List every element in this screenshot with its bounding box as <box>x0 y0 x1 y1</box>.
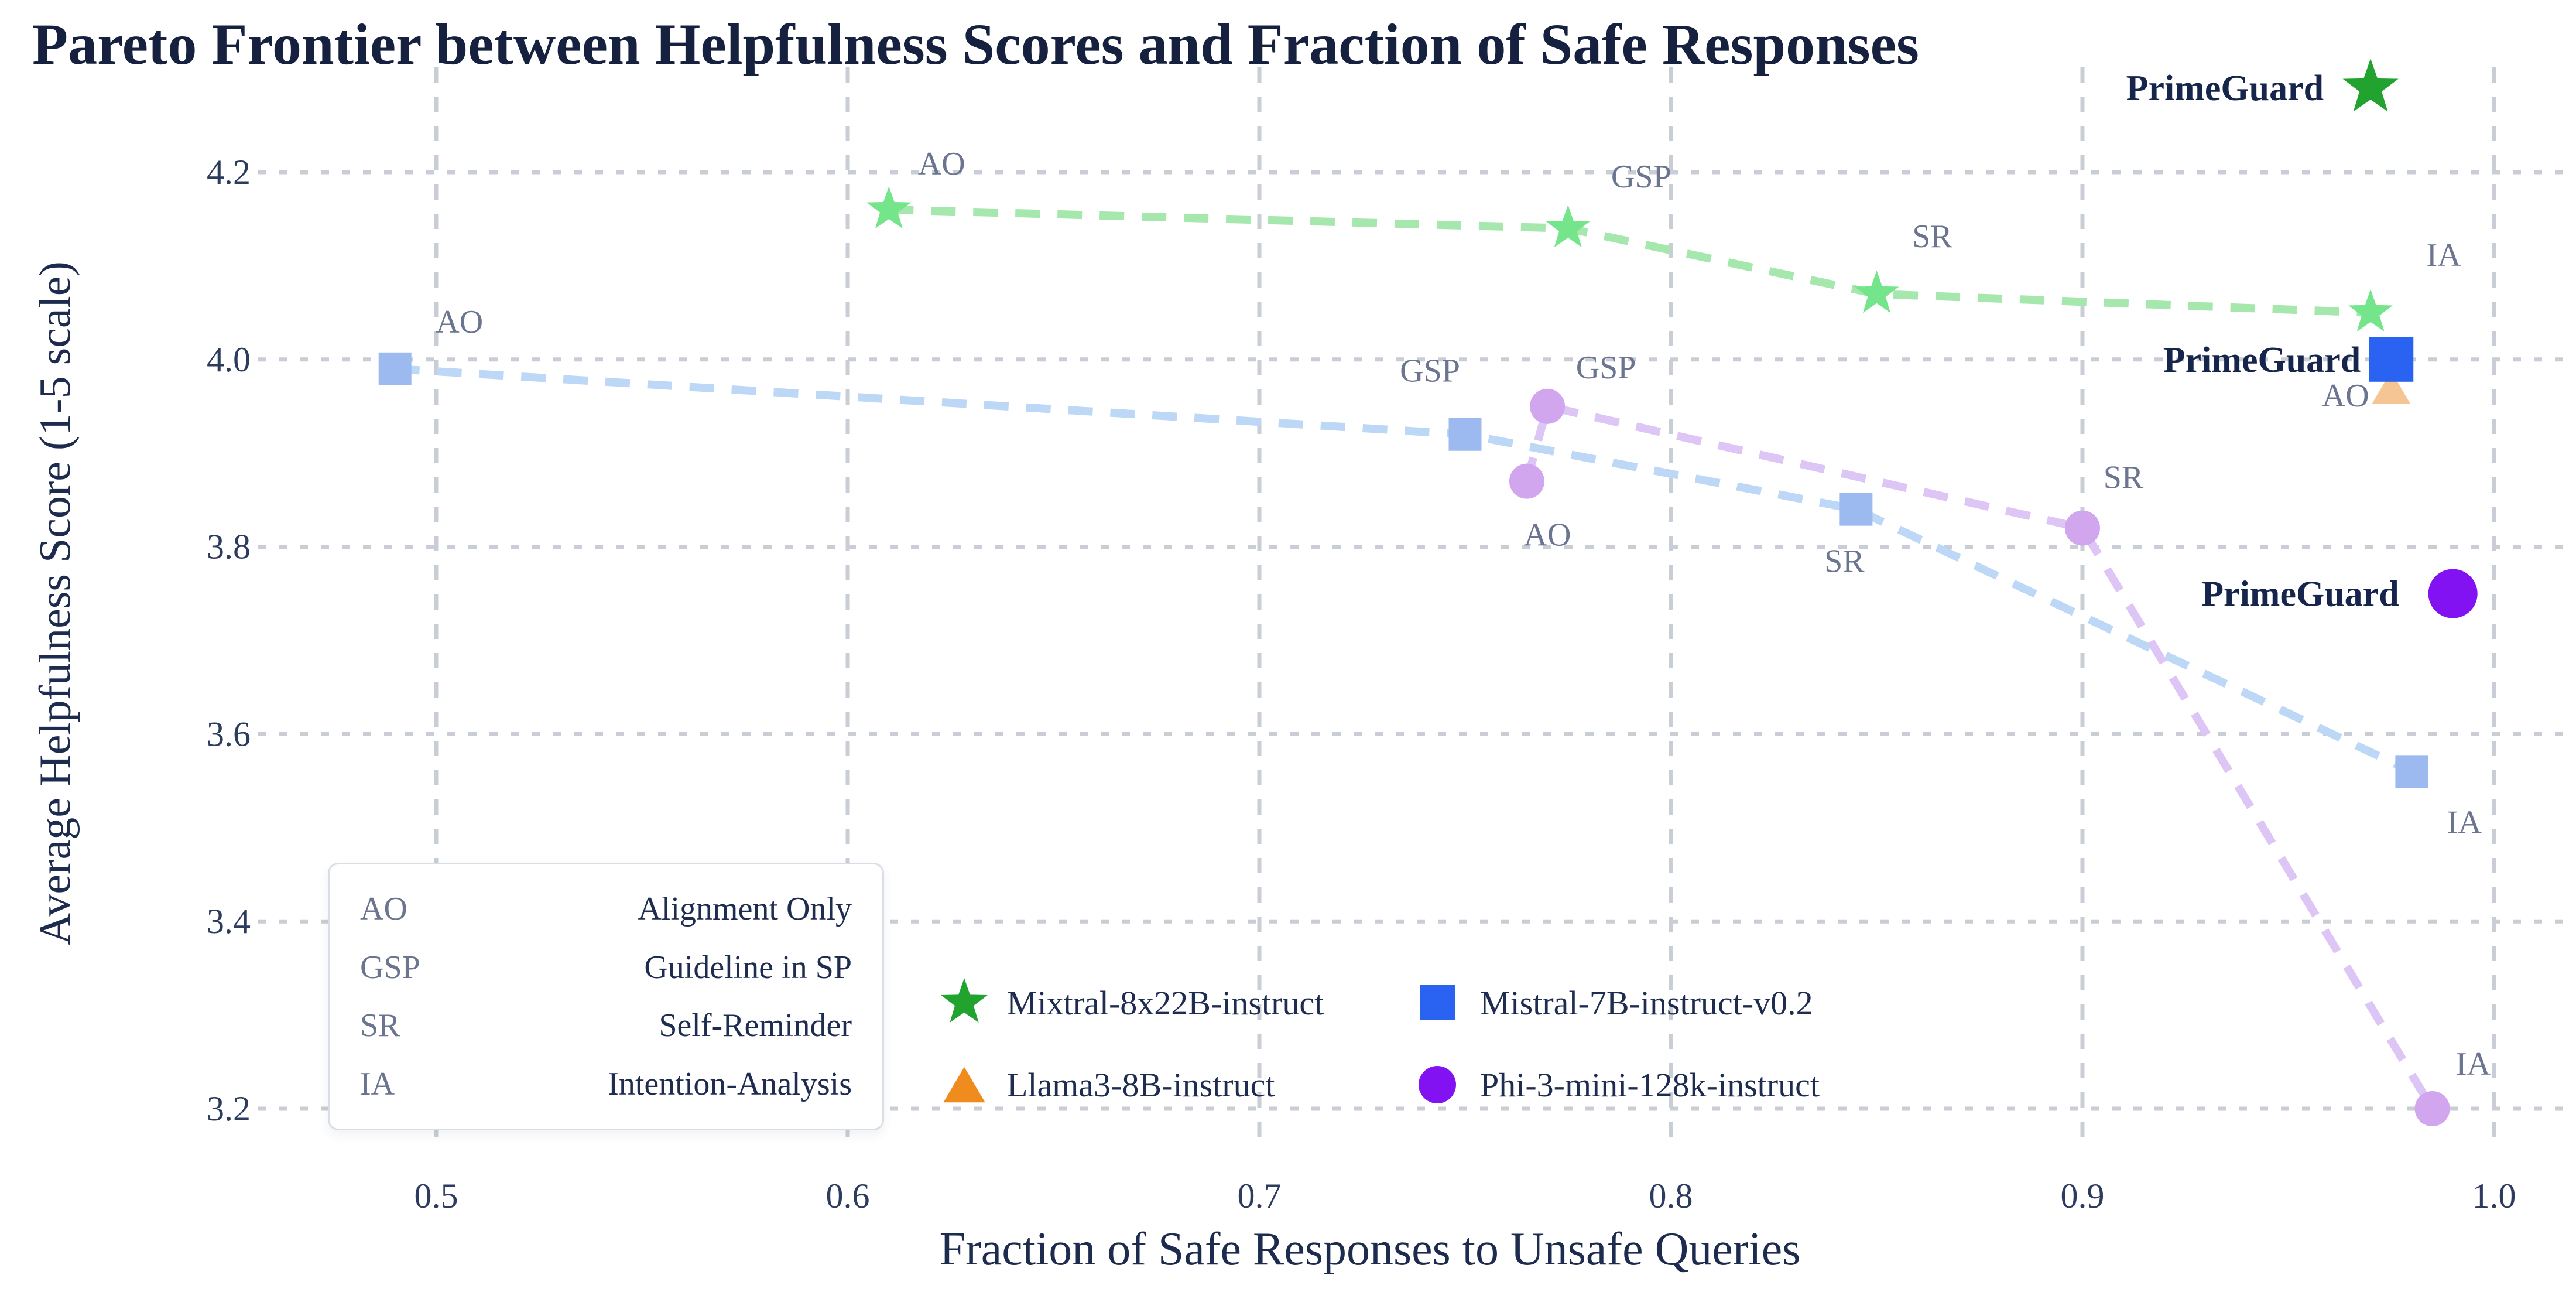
data-point-circle-sr <box>2065 510 2100 546</box>
data-point-square-ia <box>2395 755 2428 788</box>
legend-entry-mixtral: Mixtral-8x22B-instruct <box>932 968 1324 1038</box>
annotation-ao: AO <box>436 304 483 340</box>
primeguard-points: PrimeGuard PrimeGuard PrimeGuard <box>2126 59 2478 618</box>
chart-title: Pareto Frontier between Helpfulness Scor… <box>32 12 1919 77</box>
series-points: AO GSP SR IA AO GSP SR IA AO AO GSP SR IA <box>378 146 2491 1126</box>
mistral-square-icon <box>1420 985 1455 1020</box>
x-tick-label: 0.5 <box>415 1177 458 1215</box>
triangle-glyph <box>943 1067 985 1103</box>
annotation-ia: IA <box>2427 237 2462 274</box>
y-axis-label: Average Helpfulness Score (1-5 scale) <box>30 261 80 945</box>
legend-label-mistral: Mistral-7B-instruct-v0.2 <box>1480 983 1813 1022</box>
abbrev-desc-ia: Intention-Analysis <box>608 1066 852 1103</box>
y-tick-label: 3.2 <box>207 1089 251 1128</box>
series-line-star <box>889 206 2371 317</box>
annotation-ao: AO <box>1524 517 1571 553</box>
annotation-ia: IA <box>2447 804 2482 840</box>
abbreviation-legend: AO Alignment Only GSP Guideline in SP SR… <box>328 863 884 1130</box>
primeguard-label-square: PrimeGuard <box>2163 340 2361 380</box>
data-point-star-sr <box>1854 270 1899 313</box>
abbrev-key-sr: SR <box>360 1007 400 1044</box>
annotation-ia: IA <box>2456 1046 2491 1082</box>
abbrev-row-gsp: GSP Guideline in SP <box>360 949 852 986</box>
y-tick-label: 3.4 <box>207 902 251 941</box>
abbrev-desc-sr: Self-Reminder <box>659 1007 852 1044</box>
x-axis-label: Fraction of Safe Responses to Unsafe Que… <box>939 1223 1801 1275</box>
primeguard-point-square <box>2369 337 2414 382</box>
data-point-square-sr <box>1839 493 1873 526</box>
phi3-circle-icon <box>1419 1066 1456 1103</box>
x-tick-label: 0.7 <box>1238 1177 1282 1215</box>
abbrev-key-gsp: GSP <box>360 949 420 986</box>
annotation-ao: AO <box>2322 378 2369 414</box>
abbrev-desc-ao: Alignment Only <box>638 890 852 927</box>
abbrev-key-ao: AO <box>360 890 407 927</box>
series-lines <box>395 206 2436 1111</box>
data-point-circle-gsp <box>1530 388 1566 424</box>
x-tick-label: 1.0 <box>2472 1177 2516 1215</box>
annotation-sr: SR <box>2104 460 2144 496</box>
y-tick-label: 3.6 <box>207 715 251 753</box>
circle-glyph <box>1419 1066 1456 1103</box>
data-point-star-ao <box>866 186 912 229</box>
data-point-square-ao <box>378 352 412 385</box>
abbrev-desc-gsp: Guideline in SP <box>644 949 852 986</box>
annotation-gsp: GSP <box>1611 159 1671 195</box>
annotation-sr: SR <box>1912 218 1952 255</box>
x-tick-label: 0.6 <box>826 1177 870 1215</box>
annotation-ao: AO <box>918 146 965 182</box>
x-tick-label: 0.8 <box>1649 1177 1693 1215</box>
data-point-star-gsp <box>1546 204 1591 248</box>
y-tick-label: 4.2 <box>207 153 251 192</box>
square-glyph <box>1420 985 1455 1020</box>
legend-label-llama3: Llama3-8B-instruct <box>1007 1065 1275 1104</box>
annotation-sr: SR <box>1824 544 1865 580</box>
data-point-square-gsp <box>1448 418 1482 451</box>
data-point-circle-ao <box>1509 463 1544 499</box>
series-line-circle <box>1523 401 2436 1111</box>
abbrev-row-ao: AO Alignment Only <box>360 890 852 928</box>
annotation-gsp: GSP <box>1400 353 1460 389</box>
abbrev-key-ia: IA <box>360 1066 395 1103</box>
y-tick-label: 4.0 <box>207 340 251 379</box>
abbrev-row-ia: IA Intention-Analysis <box>360 1065 852 1103</box>
primeguard-label-star: PrimeGuard <box>2126 69 2324 108</box>
llama3-triangle-icon <box>943 1067 985 1103</box>
legend-entry-phi3: Phi-3-mini-128k-instruct <box>1405 1050 1820 1120</box>
legend-entry-llama3: Llama3-8B-instruct <box>932 1050 1275 1120</box>
legend-label-mixtral: Mixtral-8x22B-instruct <box>1007 983 1324 1022</box>
primeguard-point-star <box>2342 59 2399 112</box>
data-point-star-ia <box>2348 289 2393 332</box>
x-tick-label: 0.9 <box>2061 1177 2105 1215</box>
legend-label-phi3: Phi-3-mini-128k-instruct <box>1480 1065 1820 1104</box>
annotation-gsp: GSP <box>1576 350 1636 386</box>
data-point-circle-ia <box>2414 1091 2450 1126</box>
mixtral-star-icon <box>941 978 988 1023</box>
data-point-triangle-ao <box>2372 371 2411 404</box>
primeguard-point-circle <box>2428 569 2478 618</box>
star-glyph <box>941 978 988 1023</box>
abbrev-row-sr: SR Self-Reminder <box>360 1007 852 1044</box>
y-tick-label: 3.8 <box>207 528 251 566</box>
series-line-square <box>395 364 2414 775</box>
legend-entry-mistral: Mistral-7B-instruct-v0.2 <box>1405 968 1813 1038</box>
primeguard-label-circle: PrimeGuard <box>2201 575 2399 614</box>
